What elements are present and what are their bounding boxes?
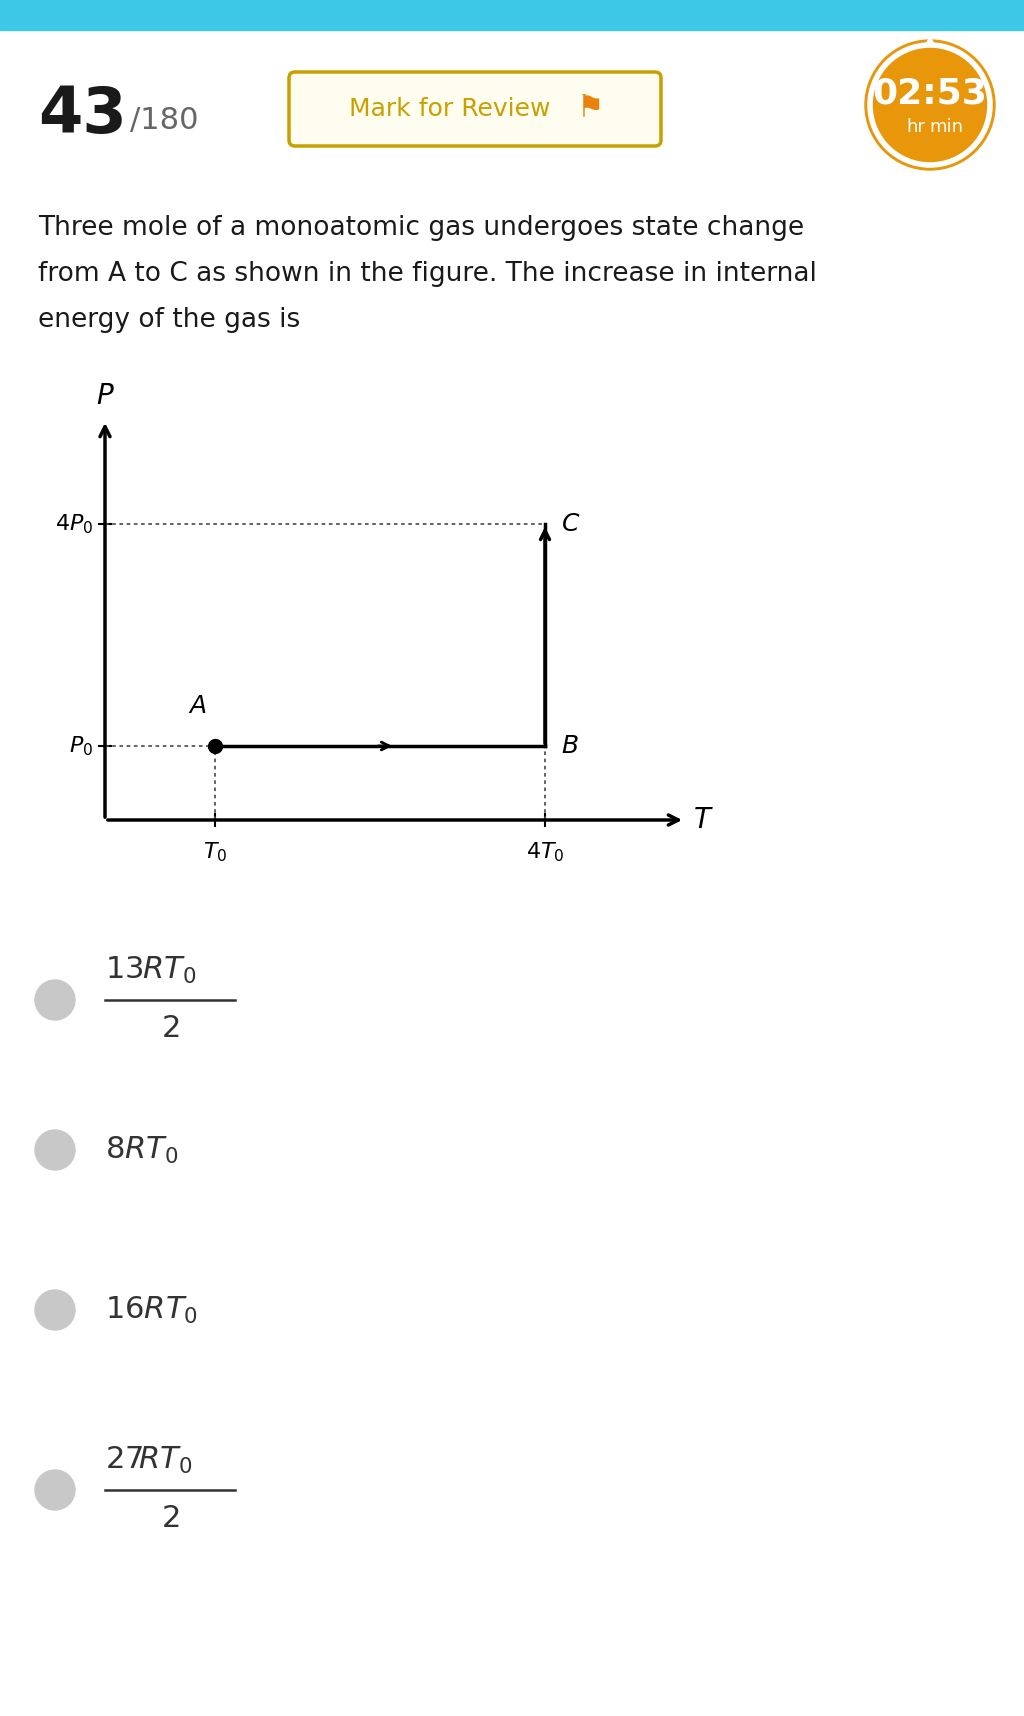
Text: /180: /180 xyxy=(130,105,199,134)
Text: ⚑: ⚑ xyxy=(577,94,604,124)
Text: hr: hr xyxy=(906,118,926,136)
Text: $4P_0$: $4P_0$ xyxy=(54,511,93,535)
Text: Three mole of a monoatomic gas undergoes state change: Three mole of a monoatomic gas undergoes… xyxy=(38,214,804,240)
Circle shape xyxy=(865,39,995,170)
Text: min: min xyxy=(929,118,963,136)
Text: $T$: $T$ xyxy=(693,807,714,834)
Text: $8RT_0$: $8RT_0$ xyxy=(105,1134,178,1165)
Text: $16RT_0$: $16RT_0$ xyxy=(105,1294,198,1325)
Text: $2$: $2$ xyxy=(161,1014,179,1043)
Text: 02:53: 02:53 xyxy=(872,76,987,110)
Circle shape xyxy=(35,1290,75,1330)
Text: $C$: $C$ xyxy=(561,511,581,535)
Text: Mark for Review: Mark for Review xyxy=(349,98,551,122)
Text: energy of the gas is: energy of the gas is xyxy=(38,307,300,333)
Text: $P$: $P$ xyxy=(95,383,115,410)
Text: $4T_0$: $4T_0$ xyxy=(525,841,564,863)
Text: $27RT_0$: $27RT_0$ xyxy=(105,1445,193,1476)
Text: $B$: $B$ xyxy=(561,734,579,758)
Text: $13RT_0$: $13RT_0$ xyxy=(105,954,197,987)
Text: $A$: $A$ xyxy=(188,693,207,717)
Text: $T_0$: $T_0$ xyxy=(203,841,227,863)
Bar xyxy=(0,0,1024,29)
Circle shape xyxy=(35,980,75,1019)
Text: $2$: $2$ xyxy=(161,1503,179,1532)
Text: $P_0$: $P_0$ xyxy=(69,734,93,758)
Text: 43: 43 xyxy=(38,84,127,146)
Text: from A to C as shown in the figure. The increase in internal: from A to C as shown in the figure. The … xyxy=(38,261,817,287)
Circle shape xyxy=(35,1471,75,1510)
FancyBboxPatch shape xyxy=(289,72,662,146)
Circle shape xyxy=(35,1131,75,1170)
